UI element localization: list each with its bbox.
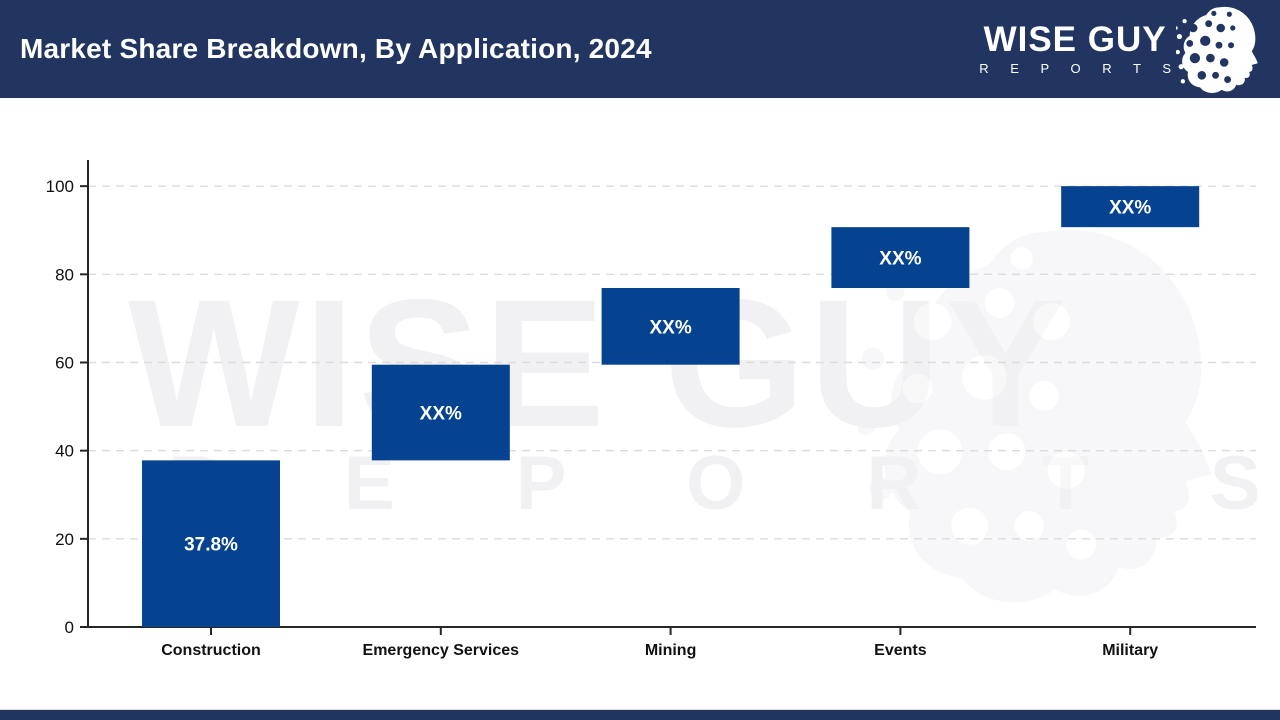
x-label-construction: Construction <box>161 642 261 659</box>
bar-label-construction: 37.8% <box>184 535 238 556</box>
y-tick-label-100: 100 <box>46 177 74 196</box>
x-label-mining: Mining <box>645 642 697 659</box>
bar-label-military: XX% <box>1109 198 1151 219</box>
bar-mining <box>601 287 740 365</box>
logo-text: WISE GUY R E P O R T S <box>970 22 1180 76</box>
y-tick-label-20: 20 <box>55 530 74 549</box>
bar-emergency-services <box>371 364 510 461</box>
x-label-events: Events <box>874 642 927 659</box>
logo-subtitle: R E P O R T S <box>979 61 1180 76</box>
y-tick-label-60: 60 <box>55 353 74 372</box>
header-bar: Market Share Breakdown, By Application, … <box>0 0 1280 98</box>
y-tick-label-40: 40 <box>55 442 74 461</box>
bar-label-mining: XX% <box>649 317 691 338</box>
bar-label-emergency-services: XX% <box>420 404 462 425</box>
x-label-emergency-services: Emergency Services <box>363 642 520 659</box>
footer-bar <box>0 709 1280 720</box>
watermark-head-icon <box>858 230 1212 603</box>
y-tick-label-80: 80 <box>55 265 74 284</box>
chart-svg: 0 20 40 60 80 100 37.8% Construction XX% Emergenc… <box>46 160 1256 659</box>
bar-events <box>831 227 970 288</box>
bar-military <box>1061 186 1200 228</box>
y-tick-label-0: 0 <box>65 618 74 637</box>
chart-area: WISE GUY R E P O R T S 0 20 40 60 80 100 37.8%… <box>0 98 1280 709</box>
chart-title: Market Share Breakdown, By Application, … <box>20 33 652 64</box>
bar-label-events: XX% <box>879 249 921 270</box>
x-label-military: Military <box>1102 642 1158 659</box>
wise-guy-reports-logo: WISE GUY R E P O R T S <box>970 2 1262 97</box>
dotted-head-icon <box>1176 6 1258 93</box>
logo-wordmark: WISE GUY <box>983 20 1167 59</box>
bar-construction <box>142 460 280 627</box>
